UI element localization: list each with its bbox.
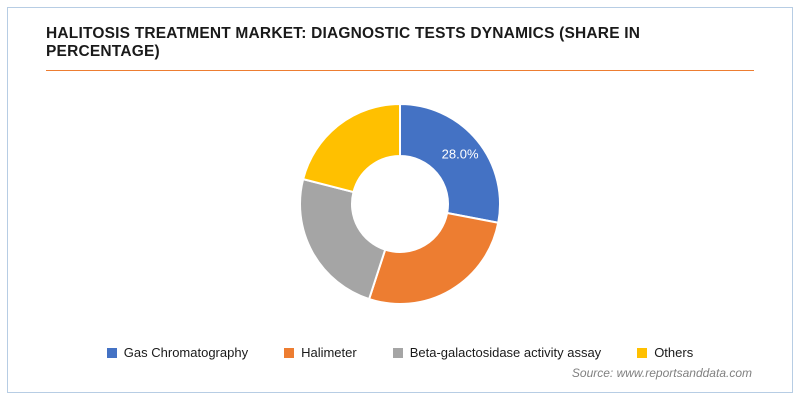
- legend-swatch: [106, 347, 117, 358]
- chart-legend: Gas Chromatography Halimeter Beta-galact…: [8, 345, 792, 360]
- donut-chart: 28.0%: [299, 102, 501, 305]
- pie-slice-halimeter: [367, 211, 500, 305]
- legend-label: Others: [654, 345, 694, 360]
- chart-area: 28.0%: [8, 71, 792, 343]
- title-divider: [46, 70, 754, 71]
- legend-item-halimeter: Halimeter: [284, 345, 357, 360]
- legend-item-others: Others: [637, 345, 693, 360]
- source-attribution: Source: www.reportsanddata.com: [571, 366, 752, 380]
- legend-item-beta-galactosidase-activity-assay: Beta-galactosidase activity assay: [392, 345, 602, 360]
- slice-data-label: 28.0%: [442, 146, 479, 161]
- legend-swatch: [392, 347, 403, 358]
- chart-card: HALITOSIS TREATMENT MARKET: DIAGNOSTIC T…: [7, 7, 793, 393]
- pie-slice-others: [301, 102, 401, 194]
- pie-slice-beta-galactosidase-activity-assay: [299, 177, 387, 301]
- legend-label: Beta-galactosidase activity assay: [409, 345, 602, 360]
- legend-swatch: [637, 347, 648, 358]
- legend-swatch: [284, 347, 295, 358]
- legend-label: Halimeter: [301, 345, 357, 360]
- pie-slice-gas-chromatography: [399, 102, 501, 224]
- legend-item-gas-chromatography: Gas Chromatography: [106, 345, 249, 360]
- chart-title: HALITOSIS TREATMENT MARKET: DIAGNOSTIC T…: [46, 25, 641, 60]
- legend-label: Gas Chromatography: [123, 345, 249, 360]
